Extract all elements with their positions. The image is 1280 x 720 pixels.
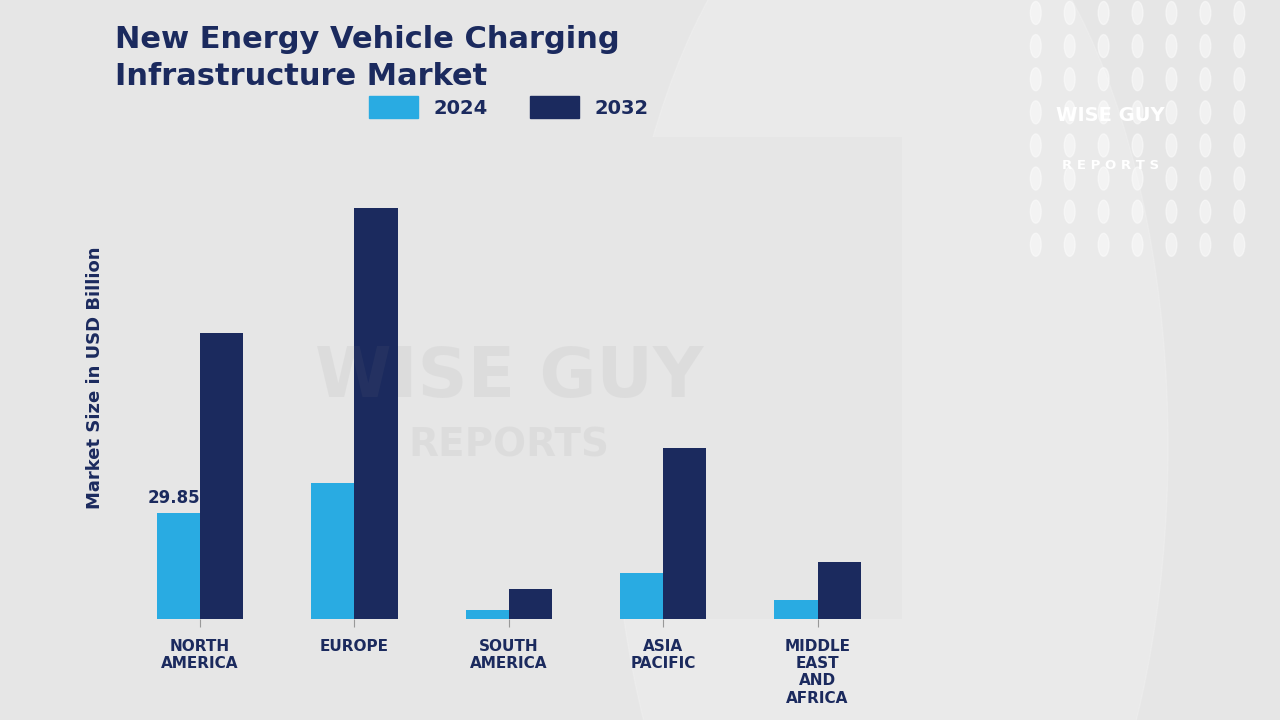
Circle shape [1199, 68, 1211, 91]
Bar [818, 562, 860, 619]
Circle shape [1132, 1, 1143, 24]
Circle shape [1234, 68, 1244, 91]
Circle shape [1064, 200, 1075, 223]
Circle shape [1166, 233, 1176, 256]
Circle shape [1132, 101, 1143, 124]
Bar [157, 513, 200, 619]
Text: WISE GUY: WISE GUY [1056, 106, 1165, 125]
Circle shape [1064, 233, 1075, 256]
Circle shape [1098, 101, 1108, 124]
Circle shape [1098, 35, 1108, 58]
Circle shape [1064, 1, 1075, 24]
Bar [311, 483, 355, 619]
Text: R E P O R T S: R E P O R T S [1062, 159, 1158, 172]
Circle shape [1234, 134, 1244, 157]
Legend: 2024, 2032: 2024, 2032 [361, 89, 657, 125]
Bar [774, 600, 818, 619]
Circle shape [1234, 35, 1244, 58]
Circle shape [1132, 200, 1143, 223]
Circle shape [612, 0, 1169, 720]
Circle shape [1098, 167, 1108, 190]
Circle shape [1030, 35, 1041, 58]
Circle shape [1234, 167, 1244, 190]
Bar [466, 611, 509, 619]
Circle shape [1199, 134, 1211, 157]
Circle shape [1166, 68, 1176, 91]
Circle shape [1132, 233, 1143, 256]
Circle shape [1199, 35, 1211, 58]
Circle shape [1132, 68, 1143, 91]
Circle shape [1064, 167, 1075, 190]
Bar [355, 208, 398, 619]
Circle shape [1199, 1, 1211, 24]
Bar [663, 448, 707, 619]
Text: WISE GUY: WISE GUY [315, 344, 703, 412]
Circle shape [1199, 233, 1211, 256]
Circle shape [1199, 200, 1211, 223]
Circle shape [1098, 233, 1108, 256]
Circle shape [1166, 134, 1176, 157]
Circle shape [1166, 200, 1176, 223]
Circle shape [1064, 68, 1075, 91]
Circle shape [1234, 1, 1244, 24]
Circle shape [1030, 1, 1041, 24]
Circle shape [1098, 1, 1108, 24]
Circle shape [1030, 200, 1041, 223]
Circle shape [1132, 35, 1143, 58]
Bar [200, 333, 243, 619]
Circle shape [1199, 101, 1211, 124]
Text: 29.85: 29.85 [147, 489, 200, 507]
Circle shape [1064, 101, 1075, 124]
Text: REPORTS: REPORTS [408, 426, 609, 464]
Circle shape [1166, 101, 1176, 124]
Circle shape [1030, 101, 1041, 124]
Circle shape [1064, 134, 1075, 157]
Circle shape [1064, 35, 1075, 58]
Bar [509, 589, 552, 619]
Circle shape [1199, 167, 1211, 190]
Circle shape [1166, 35, 1176, 58]
Circle shape [1030, 134, 1041, 157]
Circle shape [1132, 167, 1143, 190]
Circle shape [1234, 200, 1244, 223]
Circle shape [1132, 134, 1143, 157]
Circle shape [1234, 101, 1244, 124]
Circle shape [1098, 134, 1108, 157]
Circle shape [1030, 233, 1041, 256]
Circle shape [1166, 167, 1176, 190]
Bar [620, 572, 663, 619]
Text: New Energy Vehicle Charging
Infrastructure Market: New Energy Vehicle Charging Infrastructu… [115, 25, 620, 91]
Circle shape [1030, 68, 1041, 91]
Circle shape [1098, 200, 1108, 223]
Circle shape [1166, 1, 1176, 24]
Circle shape [1030, 167, 1041, 190]
Circle shape [1098, 68, 1108, 91]
Y-axis label: Market Size in USD Billion: Market Size in USD Billion [86, 247, 104, 509]
Circle shape [1234, 233, 1244, 256]
